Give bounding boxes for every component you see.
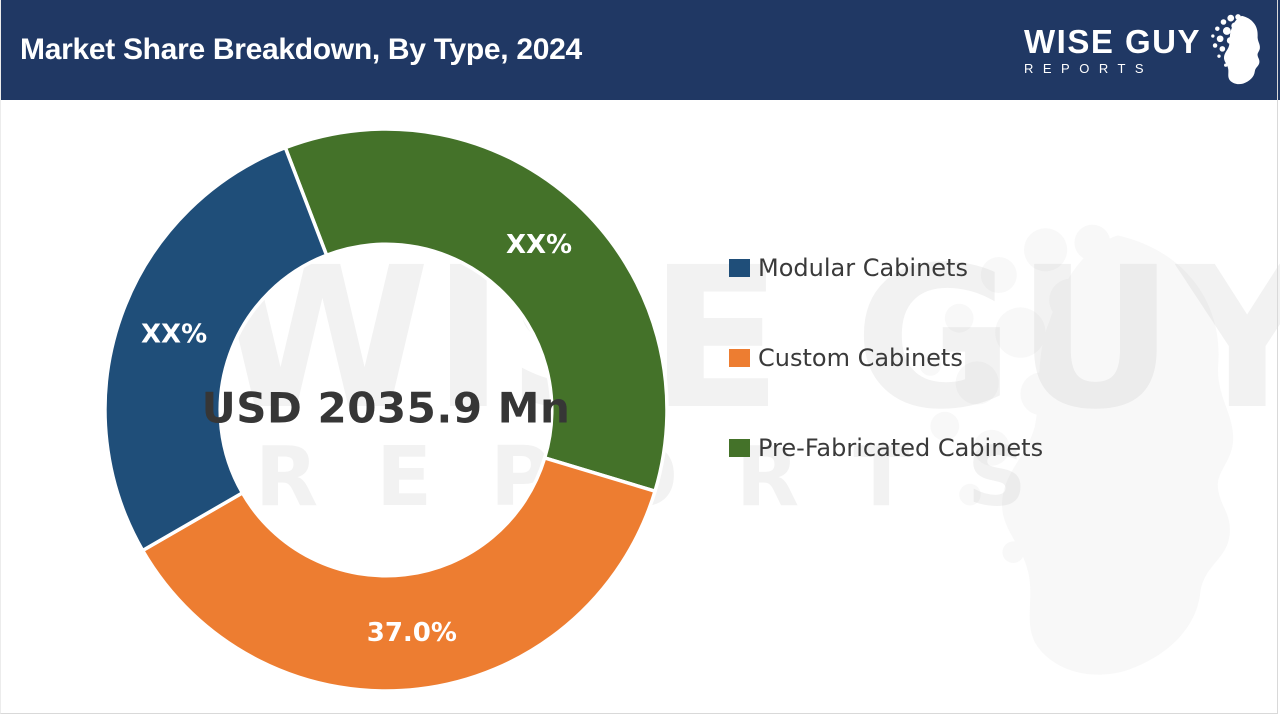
pie-segment-custom-cabinets: [140, 455, 658, 693]
donut-chart: XX% 37.0% XX%: [103, 127, 669, 693]
segment-percentage-label: XX%: [506, 230, 572, 260]
legend-item: Custom Cabinets: [729, 344, 1043, 372]
page-title: Market Share Breakdown, By Type, 2024: [20, 33, 582, 66]
legend-label: Pre-Fabricated Cabinets: [758, 434, 1044, 462]
brand-logo: WISE GUY REPORTS: [1024, 6, 1264, 94]
legend-item: Modular Cabinets: [729, 254, 1043, 282]
legend-label: Custom Cabinets: [758, 344, 963, 372]
legend-swatch: [729, 259, 750, 277]
chart-center-value: USD 2035.9 Mn: [201, 383, 571, 433]
legend-item: Pre-Fabricated Cabinets: [729, 434, 1043, 462]
brand-subtitle: REPORTS: [1024, 61, 1154, 76]
segment-percentage-label: 37.0%: [367, 618, 457, 648]
brand-face-icon: [1211, 14, 1260, 85]
pie-segment-modular-cabinets: [103, 145, 329, 553]
segment-percentage-label: XX%: [141, 319, 207, 349]
brand-name: WISE GUY: [1024, 23, 1202, 60]
legend-swatch: [729, 439, 750, 457]
legend-label: Modular Cabinets: [758, 254, 968, 282]
legend-swatch: [729, 349, 750, 367]
pie-segment-pre-fabricated-cabinets: [283, 127, 669, 494]
header-bar: Market Share Breakdown, By Type, 2024 WI…: [0, 0, 1280, 100]
chart-legend: Modular Cabinets Custom Cabinets Pre-Fabri…: [729, 254, 1043, 524]
